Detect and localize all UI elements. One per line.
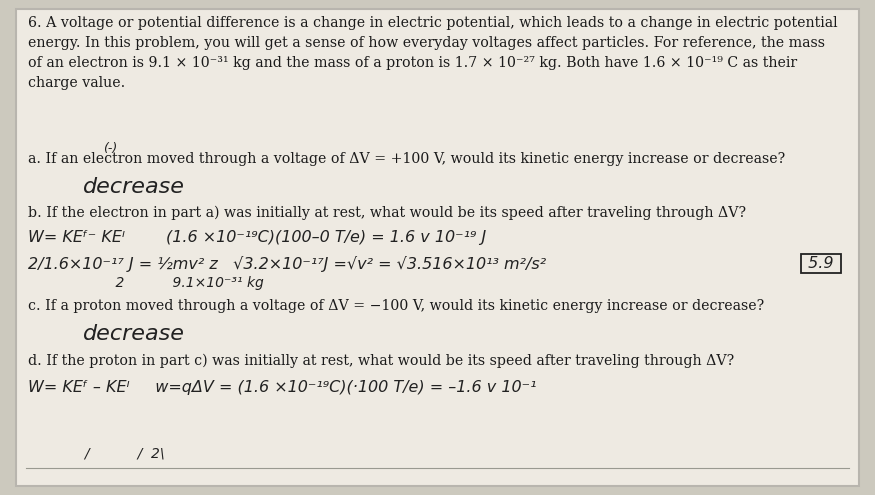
Text: decrease: decrease [83, 177, 186, 197]
Text: c. If a proton moved through a voltage of ΔV = −100 V, would its kinetic energy : c. If a proton moved through a voltage o… [28, 299, 764, 313]
Text: d. If the proton in part c) was initially at rest, what would be its speed after: d. If the proton in part c) was initiall… [28, 354, 734, 368]
Text: /           /  2\: / / 2\ [28, 446, 169, 460]
Text: 6. A voltage or potential difference is a change in electric potential, which le: 6. A voltage or potential difference is … [28, 16, 837, 90]
Text: decrease: decrease [83, 324, 186, 344]
Text: a. If an electron moved through a voltage of ΔV = +100 V, would its kinetic ener: a. If an electron moved through a voltag… [28, 152, 785, 166]
Text: b. If the electron in part a) was initially at rest, what would be its speed aft: b. If the electron in part a) was initia… [28, 206, 746, 220]
Text: W= KEᶠ – KEᴵ     w=qΔV = (1.6 ×10⁻¹⁹C)(·100 T/e) = –1.6 v 10⁻¹: W= KEᶠ – KEᴵ w=qΔV = (1.6 ×10⁻¹⁹C)(·100 … [28, 380, 536, 395]
Text: 2/1.6×10⁻¹⁷ J = ½mv² z   √3.2×10⁻¹⁷J =√v² = √3.516×10¹³ m²/s²: 2/1.6×10⁻¹⁷ J = ½mv² z √3.2×10⁻¹⁷J =√v² … [28, 256, 546, 272]
Text: 2           9.1×10⁻³¹ kg: 2 9.1×10⁻³¹ kg [28, 276, 263, 290]
Text: 5.9: 5.9 [803, 256, 839, 271]
Text: (-): (-) [103, 142, 117, 154]
Text: W= KEᶠ⁻ KEᴵ        (1.6 ×10⁻¹⁹C)(100–0 T/e) = 1.6 v 10⁻¹⁹ J: W= KEᶠ⁻ KEᴵ (1.6 ×10⁻¹⁹C)(100–0 T/e) = 1… [28, 230, 486, 245]
